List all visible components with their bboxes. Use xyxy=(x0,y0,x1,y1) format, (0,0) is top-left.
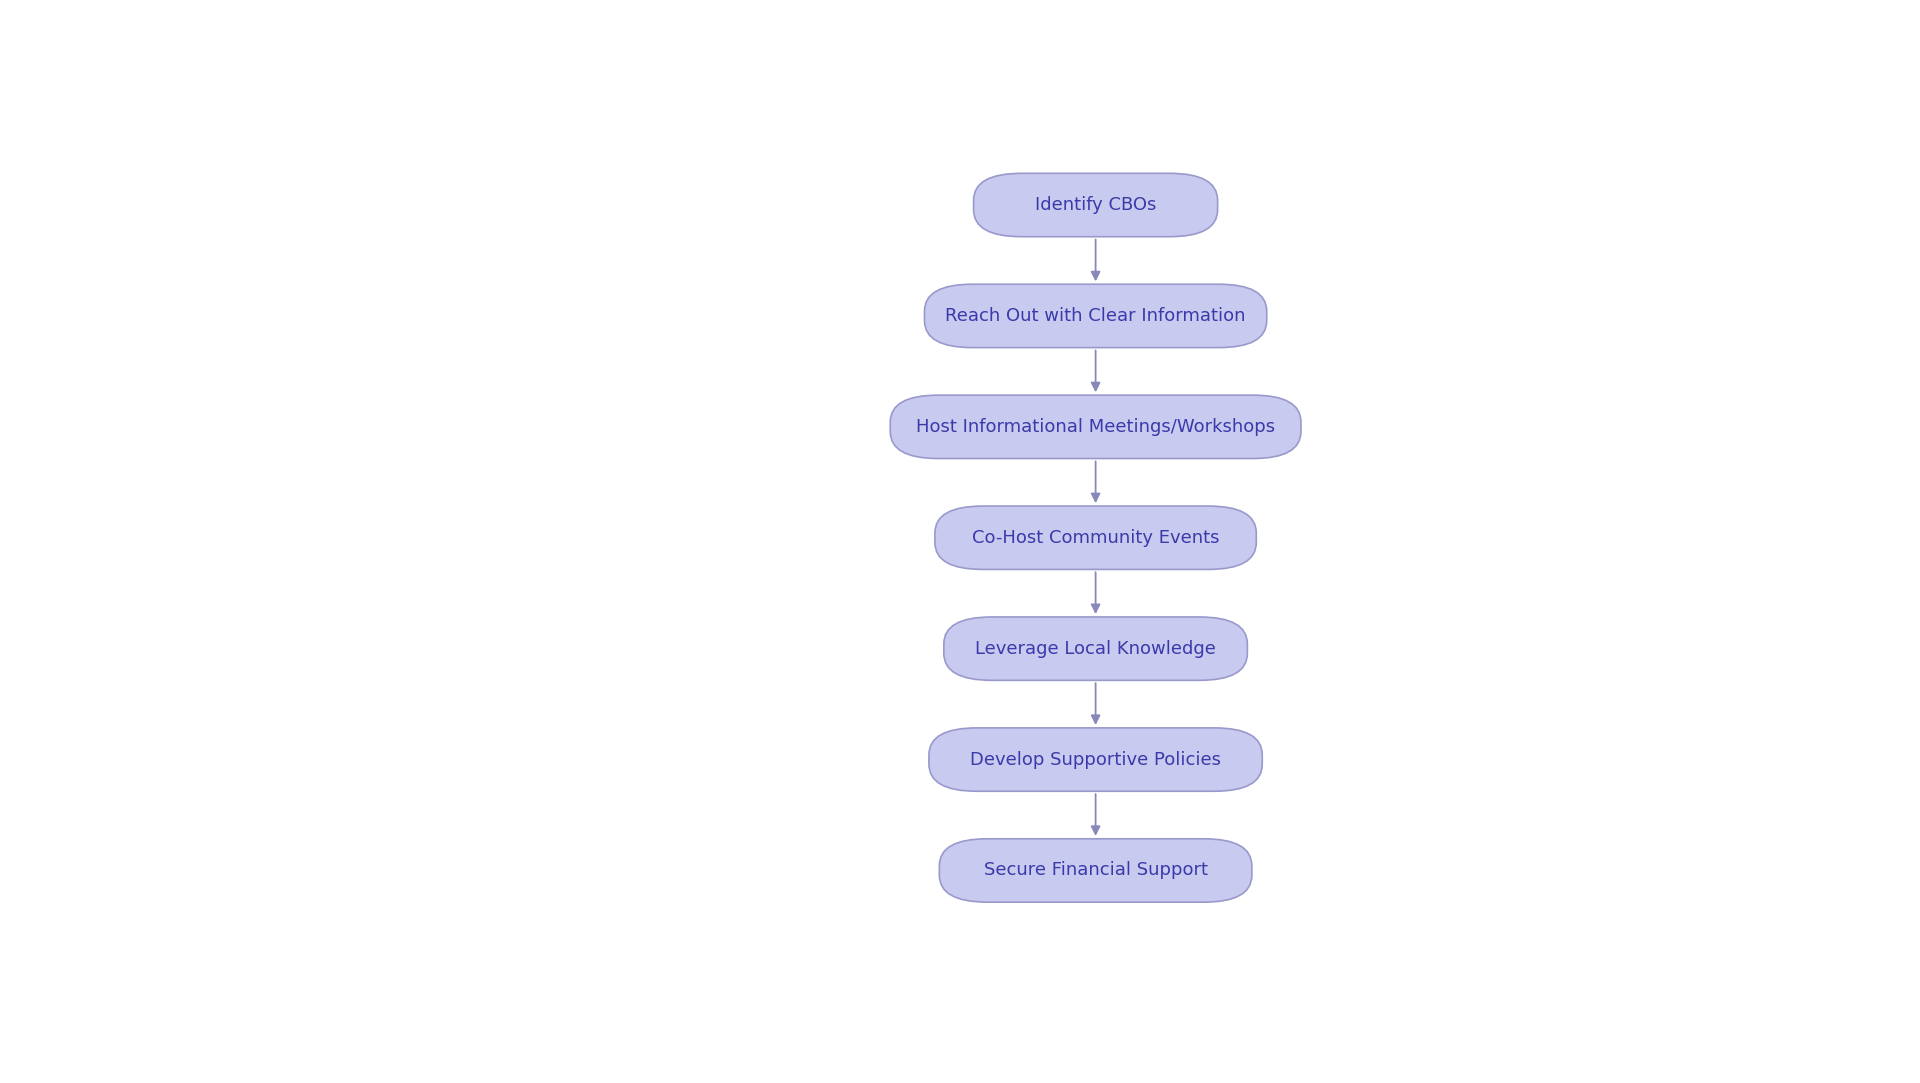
Text: Identify CBOs: Identify CBOs xyxy=(1035,196,1156,214)
Text: Secure Financial Support: Secure Financial Support xyxy=(983,861,1208,879)
FancyBboxPatch shape xyxy=(935,506,1256,570)
Text: Co-Host Community Events: Co-Host Community Events xyxy=(972,529,1219,547)
Text: Host Informational Meetings/Workshops: Host Informational Meetings/Workshops xyxy=(916,418,1275,435)
FancyBboxPatch shape xyxy=(939,839,1252,902)
Text: Reach Out with Clear Information: Reach Out with Clear Information xyxy=(945,306,1246,325)
FancyBboxPatch shape xyxy=(929,728,1261,792)
Text: Develop Supportive Policies: Develop Supportive Policies xyxy=(970,751,1221,769)
FancyBboxPatch shape xyxy=(973,173,1217,237)
FancyBboxPatch shape xyxy=(924,284,1267,348)
FancyBboxPatch shape xyxy=(891,395,1302,458)
Text: Leverage Local Knowledge: Leverage Local Knowledge xyxy=(975,640,1215,657)
FancyBboxPatch shape xyxy=(945,617,1248,680)
